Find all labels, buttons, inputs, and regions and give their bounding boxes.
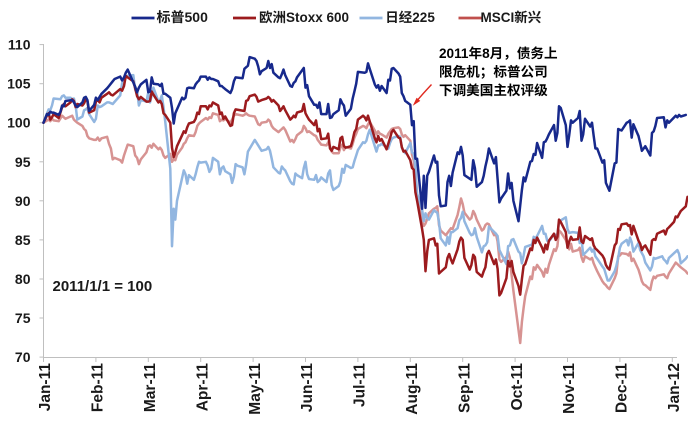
svg-text:85: 85 [15, 232, 31, 248]
svg-text:Aug-11: Aug-11 [404, 363, 421, 415]
svg-text:95: 95 [15, 154, 31, 170]
svg-text:Nov-11: Nov-11 [561, 363, 578, 414]
svg-text:下调美国主权评级: 下调美国主权评级 [439, 83, 548, 98]
svg-text:Apr-11: Apr-11 [194, 363, 211, 412]
svg-text:105: 105 [7, 76, 31, 92]
svg-text:Dec-11: Dec-11 [614, 363, 631, 413]
svg-text:日经225: 日经225 [385, 10, 435, 25]
svg-text:2011年8月，债务上: 2011年8月，债务上 [439, 46, 558, 61]
svg-text:Jan-11: Jan-11 [37, 363, 54, 412]
svg-text:标普500: 标普500 [157, 9, 209, 25]
svg-text:Feb-11: Feb-11 [90, 363, 107, 412]
svg-text:100: 100 [7, 115, 31, 131]
svg-text:75: 75 [15, 310, 31, 326]
svg-text:Jul-11: Jul-11 [352, 363, 369, 407]
svg-text:Jan-12: Jan-12 [666, 363, 683, 412]
svg-text:70: 70 [15, 349, 31, 365]
svg-text:Mar-11: Mar-11 [142, 363, 159, 412]
svg-text:限危机；标普公司: 限危机；标普公司 [439, 65, 548, 80]
svg-text:Sep-11: Sep-11 [456, 363, 473, 413]
svg-text:2011/1/1 = 100: 2011/1/1 = 100 [53, 278, 153, 295]
svg-text:110: 110 [8, 37, 31, 53]
svg-text:90: 90 [15, 193, 31, 209]
svg-text:Jun-11: Jun-11 [299, 363, 316, 412]
svg-text:Oct-11: Oct-11 [509, 363, 526, 411]
svg-text:MSCI新兴: MSCI新兴 [481, 10, 542, 25]
svg-text:May-11: May-11 [247, 363, 264, 415]
svg-text:欧洲Stoxx 600: 欧洲Stoxx 600 [259, 10, 349, 25]
svg-text:80: 80 [15, 271, 31, 287]
